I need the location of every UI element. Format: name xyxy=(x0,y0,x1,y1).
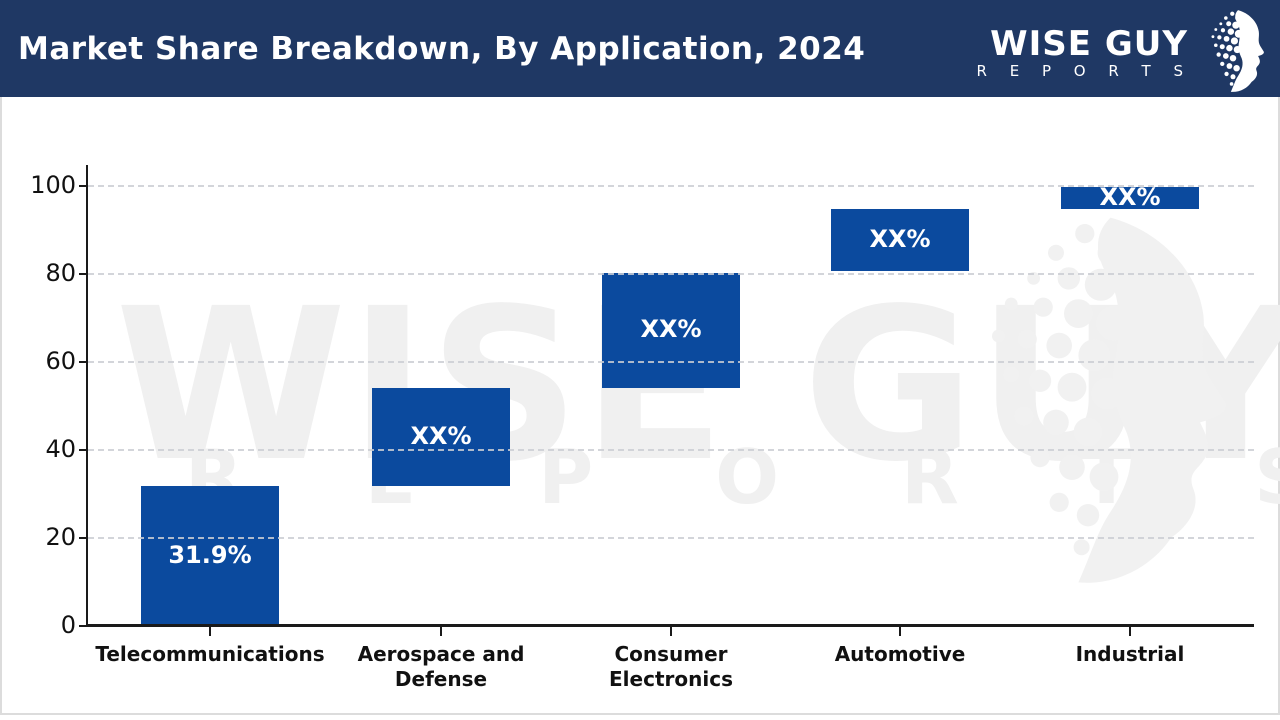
y-tick-mark xyxy=(79,537,87,539)
category-label: Telecommunications xyxy=(95,642,325,666)
x-tick-mark xyxy=(1129,627,1131,636)
category-label: Aerospace and Defense xyxy=(357,642,525,691)
y-tick-label: 100 xyxy=(30,171,76,199)
watermark-face-icon xyxy=(928,170,1248,634)
x-tick-mark xyxy=(440,627,442,636)
gridline-80 xyxy=(88,273,1254,275)
y-tick-label: 60 xyxy=(45,347,76,375)
bar-consumer-electronics xyxy=(602,272,740,388)
y-tick-label: 40 xyxy=(45,435,76,463)
bar-automotive xyxy=(831,208,969,272)
wiseguy-logo: WISE GUY R E P O R T S xyxy=(977,6,1266,94)
gridline-60 xyxy=(88,361,1254,363)
logo-subtitle: R E P O R T S xyxy=(976,62,1192,80)
bar-value-label: XX% xyxy=(640,315,702,344)
x-tick-mark xyxy=(209,627,211,636)
category-label: Automotive xyxy=(834,642,966,666)
page-title: Market Share Breakdown, By Application, … xyxy=(18,30,866,67)
x-tick-mark xyxy=(899,627,901,636)
y-tick-mark xyxy=(79,185,87,187)
x-axis-line xyxy=(86,624,1254,627)
y-tick-mark xyxy=(79,273,87,275)
bar-value-label: XX% xyxy=(410,421,472,450)
bar-value-label: 31.9% xyxy=(168,540,252,569)
y-axis-line xyxy=(86,165,88,626)
y-tick-label: 80 xyxy=(45,259,76,287)
x-tick-mark xyxy=(670,627,672,636)
bar-value-label: XX% xyxy=(869,225,931,254)
header: Market Share Breakdown, By Application, … xyxy=(0,0,1280,97)
y-tick-label: 20 xyxy=(45,523,76,551)
gridline-100 xyxy=(88,185,1254,187)
category-label: Industrial xyxy=(1075,642,1185,666)
y-tick-label: 0 xyxy=(60,611,76,639)
page-border xyxy=(0,97,1280,715)
gridline-40 xyxy=(88,449,1254,451)
bar-aerospace-and-defense xyxy=(372,387,510,486)
category-label: Consumer Electronics xyxy=(609,642,733,691)
logo-wordmark: WISE GUY xyxy=(990,24,1188,64)
gridline-20 xyxy=(88,537,1254,539)
y-tick-mark xyxy=(79,361,87,363)
y-tick-mark xyxy=(79,625,87,627)
wiseguy-face-icon xyxy=(1196,8,1270,98)
y-tick-mark xyxy=(79,449,87,451)
bar-value-label: XX% xyxy=(1099,183,1161,212)
bar-industrial xyxy=(1061,187,1199,209)
bar-telecommunications xyxy=(141,485,279,626)
